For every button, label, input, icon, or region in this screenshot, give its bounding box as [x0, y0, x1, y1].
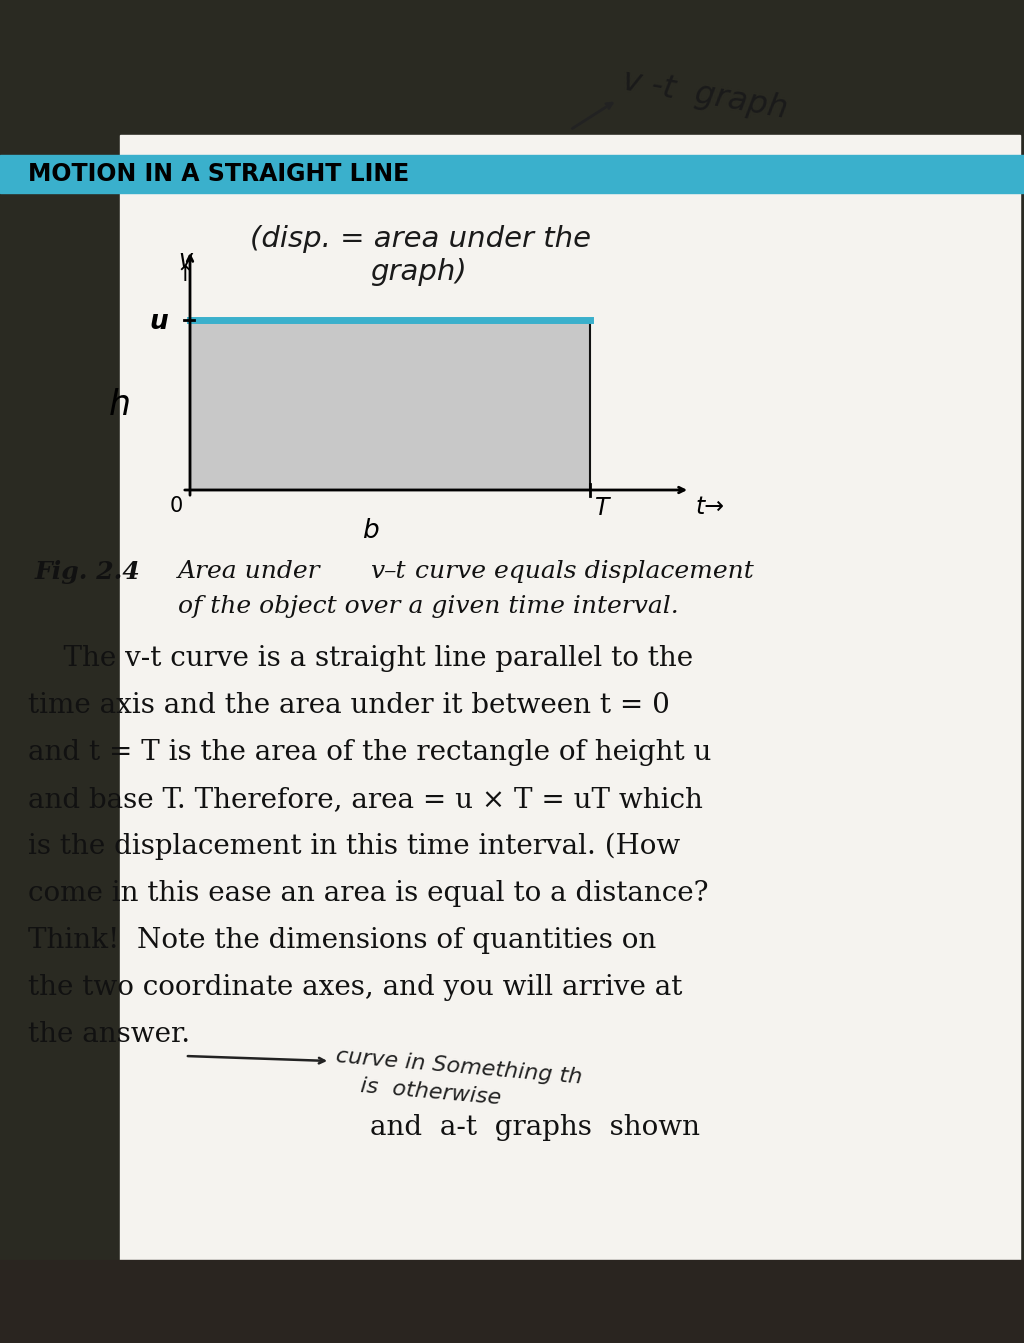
Text: and base T. Therefore, area = u × T = uT which: and base T. Therefore, area = u × T = uT…	[28, 786, 702, 813]
Text: curve in Something th: curve in Something th	[335, 1046, 583, 1088]
Bar	[120, 136, 1020, 1343]
Text: is the displacement in this time interval. (How: is the displacement in this time interva…	[28, 833, 680, 861]
Bar	[0, 1260, 1024, 1343]
Text: Area under: Area under	[178, 560, 329, 583]
Text: MOTION IN A STRAIGHT LINE: MOTION IN A STRAIGHT LINE	[28, 163, 410, 185]
Text: the answer.: the answer.	[28, 1021, 190, 1048]
Text: and  a-t  graphs  shown: and a-t graphs shown	[370, 1113, 700, 1142]
Bar	[190, 320, 590, 490]
Text: u: u	[150, 309, 168, 334]
Text: h: h	[109, 388, 131, 422]
Text: –t: –t	[383, 560, 406, 583]
Text: time axis and the area under it between t = 0: time axis and the area under it between …	[28, 692, 670, 719]
Text: Think!  Note the dimensions of quantities on: Think! Note the dimensions of quantities…	[28, 927, 656, 954]
Text: the two coordinate axes, and you will arrive at: the two coordinate axes, and you will ar…	[28, 974, 682, 1001]
Text: is  otherwise: is otherwise	[360, 1076, 503, 1108]
Text: v -t  graph: v -t graph	[620, 66, 790, 125]
Text: 0: 0	[169, 496, 182, 516]
Text: Fig. 2.4: Fig. 2.4	[35, 560, 140, 584]
Text: curve equals displacement: curve equals displacement	[407, 560, 754, 583]
Text: of the object over a given time interval.: of the object over a given time interval…	[178, 595, 679, 618]
Text: v: v	[370, 560, 384, 583]
Bar	[0, 154, 1024, 193]
Text: ↑: ↑	[176, 265, 195, 285]
Text: t→: t→	[695, 496, 724, 518]
Bar	[0, 0, 1024, 154]
Text: graph): graph)	[370, 258, 467, 286]
Text: The v-t curve is a straight line parallel to the: The v-t curve is a straight line paralle…	[28, 645, 693, 672]
Text: (disp. = area under the: (disp. = area under the	[250, 226, 591, 252]
Text: v: v	[178, 248, 193, 273]
Text: b: b	[361, 518, 379, 544]
Text: T: T	[595, 496, 609, 520]
Text: and t = T is the area of the rectangle of height u: and t = T is the area of the rectangle o…	[28, 739, 712, 766]
Text: come in this ease an area is equal to a distance?: come in this ease an area is equal to a …	[28, 880, 709, 907]
